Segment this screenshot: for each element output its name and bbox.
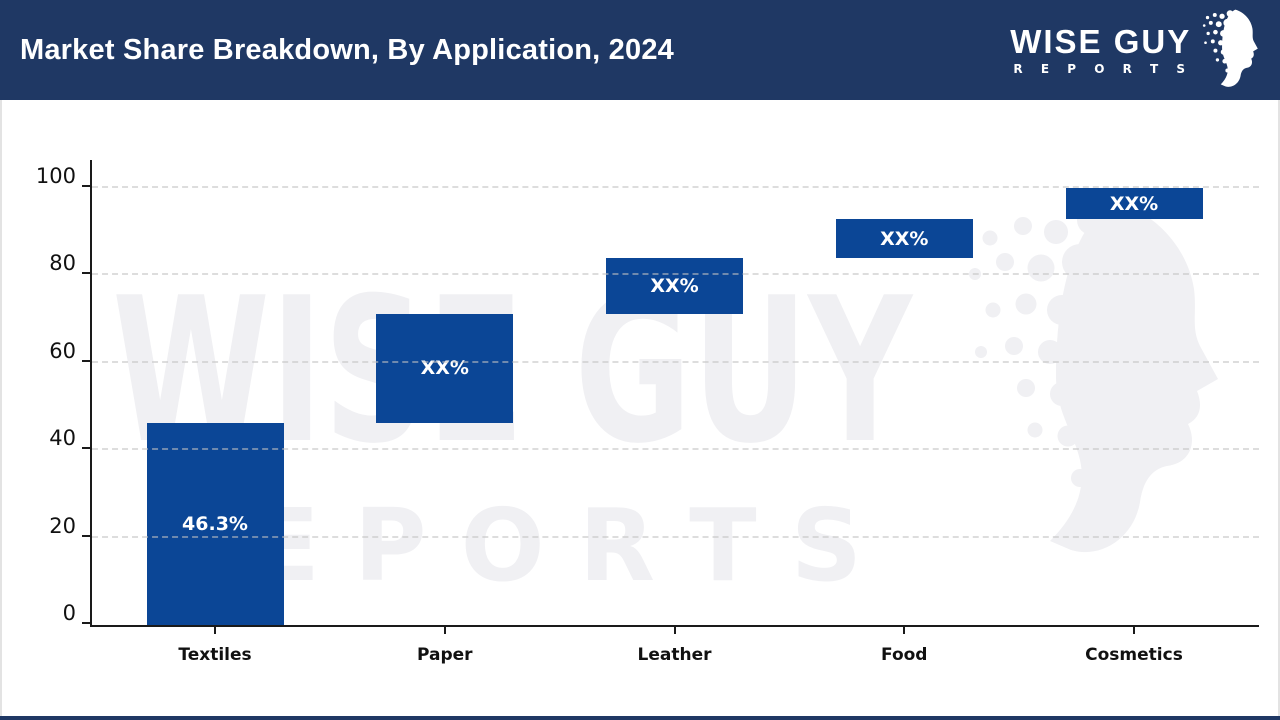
plot-area: 0 20 40 60 80 100 46.3% Textiles XX% Paper XX% Leat… — [36, 160, 1259, 665]
x-tick-mark — [1133, 627, 1135, 634]
x-tick-label-textiles: Textiles — [178, 645, 252, 665]
y-tick-label-0: 0 — [62, 601, 76, 625]
bar-paper: XX% — [376, 314, 514, 423]
gridline-80 — [92, 273, 1259, 276]
gridline-20 — [92, 535, 1259, 538]
bar-value-label: 46.3% — [182, 512, 248, 535]
gridline-60 — [92, 360, 1259, 363]
bar-value-label: XX% — [650, 275, 699, 298]
y-tick-label-60: 60 — [49, 338, 76, 363]
footer-bar — [0, 716, 1280, 720]
bar-food: XX% — [835, 219, 973, 259]
bar-cosmetics: XX% — [1065, 188, 1203, 220]
chart-canvas: WISE GUY R E P O R T S 0 20 40 60 80 100 46.3%… — [0, 100, 1280, 716]
y-tick-mark — [82, 447, 90, 450]
bar-value-label: XX% — [420, 357, 469, 380]
x-tick-mark — [443, 627, 446, 634]
y-tick-label-40: 40 — [49, 426, 76, 451]
y-tick-label-100: 100 — [35, 164, 76, 188]
x-tick-mark — [673, 627, 676, 634]
x-tick-mark — [903, 627, 906, 634]
logo-text: WISE GUY R E P O R T S — [1009, 25, 1192, 75]
logo-subtext: R E P O R T S — [1013, 62, 1192, 76]
chart-title: Market Share Breakdown, By Application, … — [20, 33, 674, 66]
wiseguy-logo: WISE GUY R E P O R T S — [1009, 7, 1266, 93]
bar-textiles: 46.3% — [146, 422, 284, 625]
x-tick-label-leather: Leather — [637, 645, 712, 665]
y-tick-mark — [82, 359, 90, 362]
gridline-40 — [92, 448, 1259, 451]
bar-value-label: XX% — [880, 227, 929, 250]
y-tick-label-80: 80 — [49, 251, 76, 276]
y-tick-mark — [82, 272, 90, 275]
y-tick-mark — [82, 185, 90, 187]
header: Market Share Breakdown, By Application, … — [0, 0, 1280, 100]
x-tick-mark — [214, 627, 216, 634]
gridline-100 — [92, 186, 1259, 188]
x-tick-label-food: Food — [881, 645, 928, 665]
bar-value-label: XX% — [1109, 192, 1159, 215]
y-tick-mark — [82, 534, 90, 537]
x-tick-label-paper: Paper — [416, 645, 473, 665]
y-tick-mark — [82, 622, 90, 624]
bar-leather: XX% — [606, 258, 743, 315]
y-tick-label-20: 20 — [49, 513, 76, 538]
x-tick-label-cosmetics: Cosmetics — [1085, 645, 1183, 665]
logo-face-icon — [1194, 7, 1266, 93]
logo-wordmark: WISE GUY — [1010, 23, 1192, 60]
